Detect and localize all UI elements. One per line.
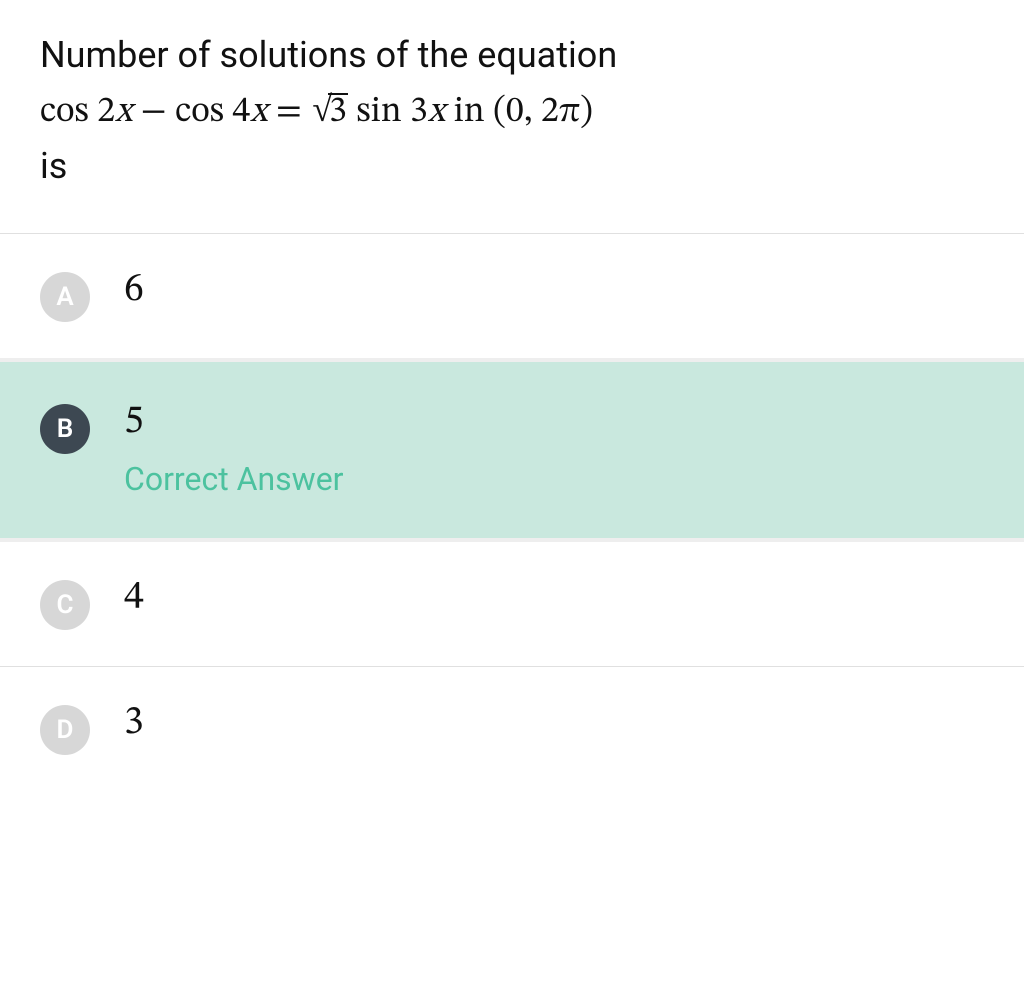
option-a-value: 6 bbox=[124, 270, 144, 310]
option-d-badge: D bbox=[40, 705, 90, 755]
option-d-content: 3 bbox=[124, 703, 144, 743]
math-interval: (0, 2π) bbox=[493, 94, 593, 130]
option-c-value: 4 bbox=[124, 578, 144, 618]
option-a[interactable]: A 6 bbox=[0, 234, 1024, 358]
option-b-content: 5 Correct Answer bbox=[124, 402, 344, 498]
option-d-value: 3 bbox=[124, 703, 144, 743]
math-sqrt-arg: 3 bbox=[328, 93, 348, 129]
question-block: Number of solutions of the equation cos … bbox=[0, 28, 1024, 193]
option-a-content: 6 bbox=[124, 270, 144, 310]
question-text: Number of solutions of the equation cos … bbox=[40, 28, 984, 193]
math-in: in bbox=[445, 94, 493, 130]
math-sqrt: √3 bbox=[310, 82, 348, 139]
option-b-value: 5 bbox=[124, 402, 344, 442]
question-line1: Number of solutions of the equation bbox=[40, 34, 617, 76]
option-d[interactable]: D 3 bbox=[0, 667, 1024, 791]
option-c[interactable]: C 4 bbox=[0, 542, 1024, 666]
math-var-x1: x bbox=[115, 94, 132, 130]
option-d-letter: D bbox=[57, 715, 74, 745]
question-math: cos 2x − cos 4x = √3 sin 3x in (0, 2π) bbox=[40, 94, 593, 130]
option-c-badge: C bbox=[40, 580, 90, 630]
option-c-content: 4 bbox=[124, 578, 144, 618]
math-sin3x: sin 3 bbox=[348, 94, 428, 130]
math-var-x3: x bbox=[428, 94, 445, 130]
option-c-letter: C bbox=[57, 590, 74, 620]
math-minus: − bbox=[132, 94, 175, 130]
math-cos2x: cos 2 bbox=[40, 94, 115, 130]
option-a-badge: A bbox=[40, 272, 90, 322]
option-b-letter: B bbox=[57, 414, 74, 444]
math-eq: = bbox=[267, 94, 310, 130]
option-a-letter: A bbox=[56, 282, 73, 312]
option-b-caption: Correct Answer bbox=[124, 460, 344, 498]
math-cos4x: cos 4 bbox=[175, 94, 250, 130]
question-container: Number of solutions of the equation cos … bbox=[0, 0, 1024, 791]
option-b-badge: B bbox=[40, 404, 90, 454]
option-b[interactable]: B 5 Correct Answer bbox=[0, 362, 1024, 538]
question-line3: is bbox=[40, 145, 67, 187]
math-var-x2: x bbox=[250, 94, 267, 130]
